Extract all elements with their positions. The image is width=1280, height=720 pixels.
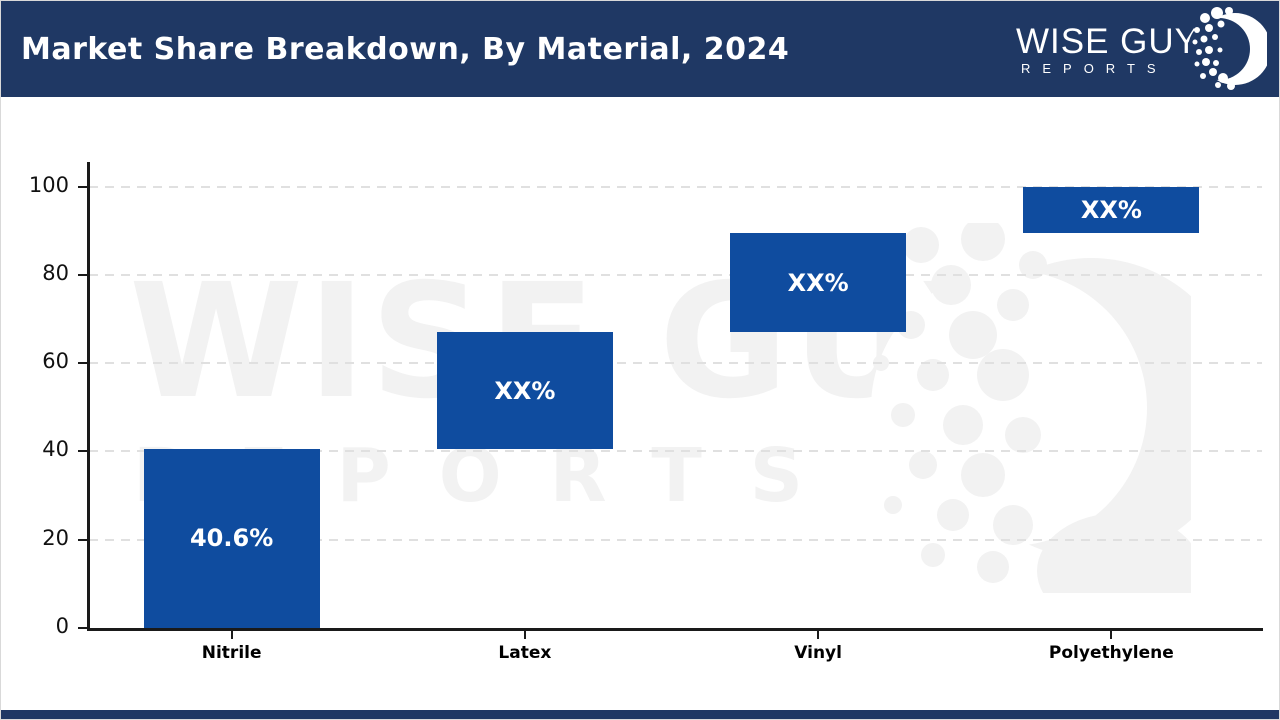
bar-value-label: XX%: [494, 376, 556, 405]
x-tick-mark: [523, 631, 526, 639]
x-tick-mark: [817, 631, 820, 639]
x-tick-mark: [230, 631, 233, 639]
logo-reports-text: REPORTS: [1020, 60, 1168, 76]
y-tick-label: 100: [28, 172, 69, 197]
bar-latex: XX%: [436, 332, 613, 449]
x-category-label: Nitrile: [201, 643, 262, 663]
bar-polyethylene: XX%: [1023, 186, 1200, 234]
bar-value-label: XX%: [1080, 195, 1142, 224]
x-category-label: Vinyl: [794, 643, 842, 663]
bar-value-label: 40.6%: [189, 524, 274, 553]
logo-face-icon: [1189, 7, 1267, 90]
chart-title: Market Share Breakdown, By Material, 202…: [21, 31, 790, 67]
y-tick-label: 60: [42, 349, 69, 374]
footer-bar: [1, 710, 1279, 719]
y-axis-line: [87, 162, 90, 631]
y-tick-label: 0: [55, 614, 69, 638]
y-tick-mark: [78, 538, 89, 541]
x-category-label: Latex: [498, 643, 552, 663]
y-tick-mark: [78, 450, 89, 453]
gridline: [89, 362, 1262, 365]
x-axis-line: [87, 628, 1263, 631]
y-tick-mark: [78, 185, 89, 188]
x-category-label: Polyethylene: [1048, 643, 1174, 663]
y-tick-label: 20: [42, 525, 69, 550]
y-tick-label: 40: [42, 437, 69, 462]
brand-logo-text: WISE GUY REPORTS: [1016, 24, 1199, 75]
y-tick-mark: [78, 627, 89, 629]
y-tick-mark: [78, 362, 89, 365]
plot-area: 0 20 40 60 80 100 40.6% Nitrile XX% Latex XX% Vinyl…: [29, 162, 1262, 663]
gridline: [89, 538, 1262, 541]
gridline: [89, 273, 1262, 276]
watermark-face-icon: [871, 223, 1191, 593]
bar-value-label: XX%: [787, 268, 849, 297]
y-tick-mark: [78, 273, 89, 276]
brand-logo: WISE GUY REPORTS: [1016, 6, 1267, 92]
gridline: [89, 450, 1262, 453]
y-tick-label: 80: [42, 260, 69, 285]
logo-wiseguy-text: WISE GUY: [1015, 21, 1199, 61]
header-bar: Market Share Breakdown, By Material, 202…: [1, 1, 1279, 97]
gridline: [89, 185, 1262, 188]
bar-nitrile: 40.6%: [143, 448, 320, 628]
x-tick-mark: [1110, 631, 1113, 639]
bar-vinyl: XX%: [730, 233, 907, 333]
